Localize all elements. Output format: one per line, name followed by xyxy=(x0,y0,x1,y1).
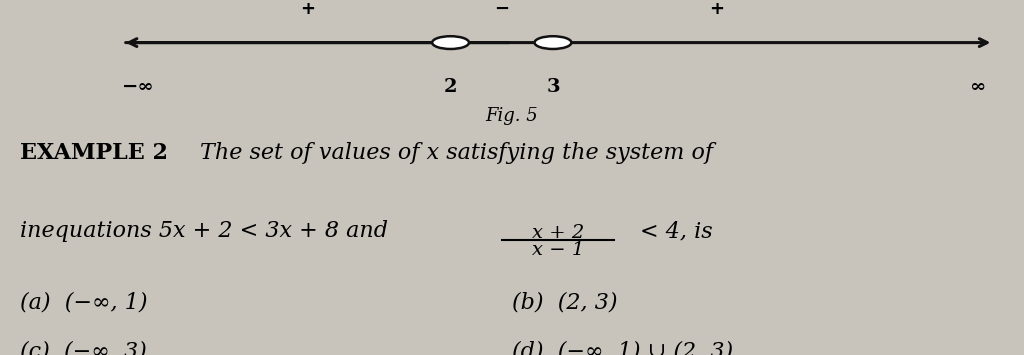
Text: (c)  (−∞, 3): (c) (−∞, 3) xyxy=(20,341,147,355)
Text: 3: 3 xyxy=(546,78,560,96)
Text: (a)  (−∞, 1): (a) (−∞, 1) xyxy=(20,291,148,313)
Text: (d)  (−∞, 1) ∪ (2, 3): (d) (−∞, 1) ∪ (2, 3) xyxy=(512,341,733,355)
Text: The set of values of x satisfying the system of: The set of values of x satisfying the sy… xyxy=(200,142,713,164)
Text: ∞: ∞ xyxy=(970,78,986,96)
Text: 2: 2 xyxy=(443,78,458,96)
Text: x − 1: x − 1 xyxy=(531,241,585,260)
Text: (b)  (2, 3): (b) (2, 3) xyxy=(512,291,617,313)
Text: +: + xyxy=(300,0,314,18)
Text: −: − xyxy=(495,0,509,18)
Text: inequations 5x + 2 < 3x + 8 and: inequations 5x + 2 < 3x + 8 and xyxy=(20,220,388,242)
Text: EXAMPLE 2: EXAMPLE 2 xyxy=(20,142,169,164)
Text: < 4, is: < 4, is xyxy=(640,220,713,242)
Circle shape xyxy=(432,36,469,49)
Circle shape xyxy=(535,36,571,49)
Text: x + 2: x + 2 xyxy=(531,224,585,242)
Text: −∞: −∞ xyxy=(122,78,155,96)
Text: +: + xyxy=(710,0,724,18)
Text: Fig. 5: Fig. 5 xyxy=(485,106,539,125)
